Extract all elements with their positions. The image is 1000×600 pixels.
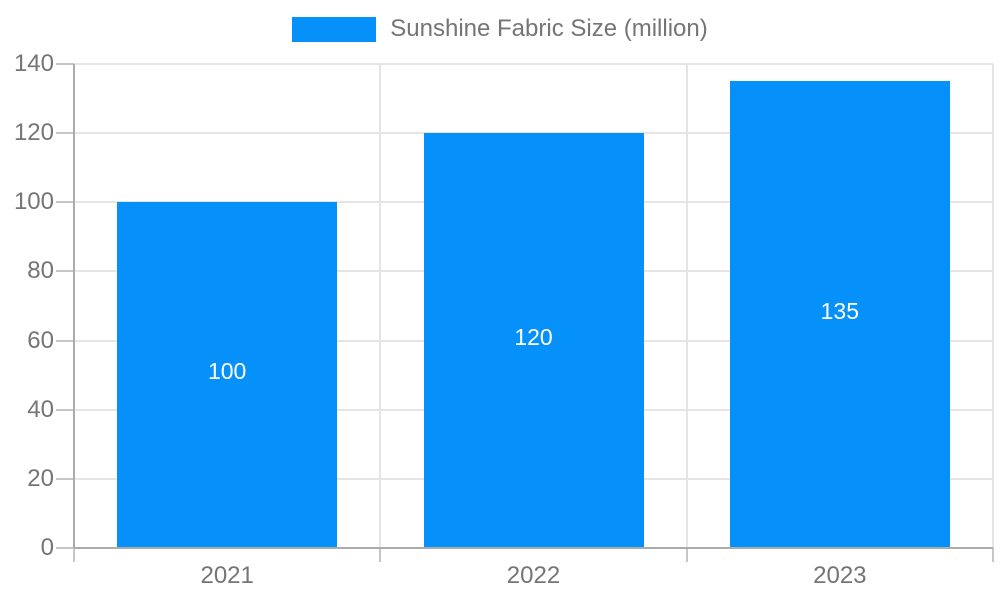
y-axis-tick: [56, 270, 74, 273]
bar: [423, 133, 644, 548]
x-axis-label: 2021: [200, 562, 254, 589]
legend-swatch: [292, 16, 377, 42]
y-axis-label: 80: [27, 257, 54, 285]
bar: [729, 81, 950, 548]
bar-value-label: 135: [820, 297, 860, 324]
x-axis-tick: [992, 548, 994, 562]
y-axis-tick: [56, 408, 74, 411]
gridline-horizontal: [74, 63, 993, 65]
legend-label: Sunshine Fabric Size (million): [390, 15, 708, 42]
y-axis-tick: [56, 63, 74, 65]
y-axis-label: 40: [27, 395, 54, 423]
gridline-vertical: [685, 64, 688, 548]
y-axis-label: 120: [13, 119, 54, 147]
gridline-vertical: [379, 64, 382, 548]
bar: [117, 202, 338, 548]
x-axis-tick: [379, 548, 382, 562]
y-axis-tick: [56, 201, 74, 204]
bar-value-label: 100: [207, 358, 247, 385]
y-axis-label: 140: [13, 50, 54, 77]
x-axis-line: [74, 547, 993, 549]
x-axis-label: 2022: [506, 562, 561, 589]
y-axis-label: 100: [13, 188, 54, 216]
y-axis-tick: [56, 339, 74, 342]
y-axis-tick: [56, 477, 74, 480]
y-axis-label: 60: [27, 326, 54, 354]
x-axis-label: 2023: [813, 562, 867, 589]
chart-legend: Sunshine Fabric Size (million): [0, 14, 1000, 44]
y-axis-label: 20: [27, 464, 54, 492]
x-axis-tick: [685, 548, 688, 562]
y-axis-line: [73, 64, 75, 548]
y-axis-label: 0: [40, 534, 54, 561]
y-axis-tick: [56, 547, 74, 549]
bar-value-label: 120: [514, 323, 553, 350]
y-axis-tick: [56, 132, 74, 135]
gridline-vertical: [992, 64, 994, 548]
x-axis-tick: [73, 548, 75, 562]
